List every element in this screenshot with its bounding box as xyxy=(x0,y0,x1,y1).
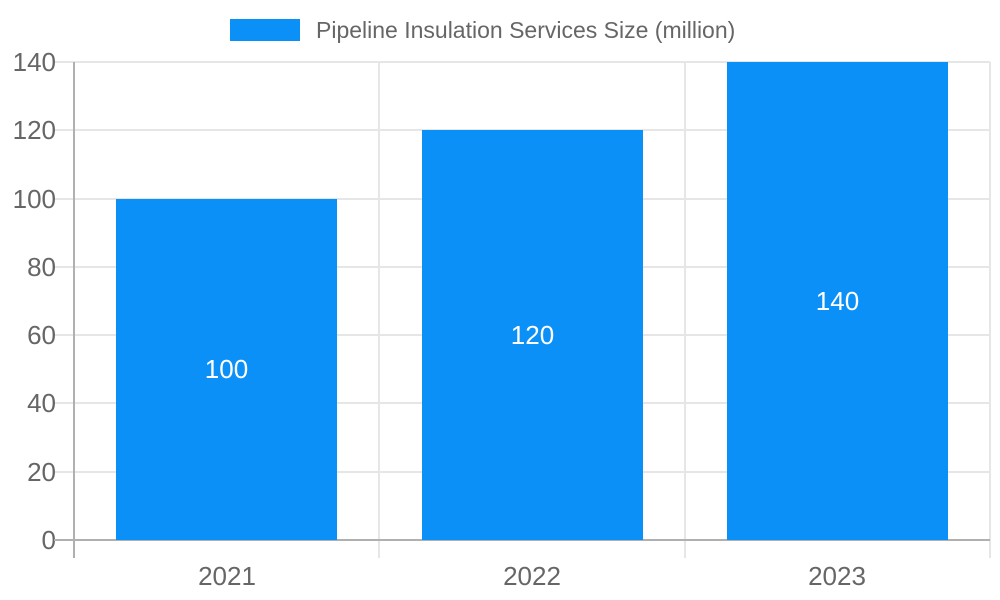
legend-item[interactable]: Pipeline Insulation Services Size (milli… xyxy=(230,16,735,44)
y-tick-label: 120 xyxy=(12,115,56,145)
bar[interactable] xyxy=(727,62,948,540)
category-gridline xyxy=(684,62,686,558)
x-tick-label: 2023 xyxy=(808,561,866,591)
bar-value-label: 100 xyxy=(204,354,249,384)
y-tick-label: 100 xyxy=(12,184,56,214)
bar-value-label: 120 xyxy=(510,320,555,350)
y-tick-label: 20 xyxy=(27,457,56,487)
legend-swatch xyxy=(230,19,300,41)
bar[interactable] xyxy=(422,130,643,540)
bar-value-label: 140 xyxy=(815,286,860,316)
y-tick-label: 140 xyxy=(12,47,56,77)
x-tick-label: 2022 xyxy=(503,561,561,591)
y-tick-label: 0 xyxy=(41,525,56,555)
bar[interactable] xyxy=(116,199,337,540)
legend-label: Pipeline Insulation Services Size (milli… xyxy=(316,17,736,43)
y-gridline xyxy=(54,61,990,63)
category-gridline xyxy=(989,62,991,558)
x-axis-line xyxy=(54,539,990,541)
y-tick-label: 60 xyxy=(27,320,56,350)
x-tick-label: 2021 xyxy=(198,561,256,591)
y-tick-label: 80 xyxy=(27,252,56,282)
category-gridline xyxy=(378,62,380,558)
y-tick-label: 40 xyxy=(27,388,56,418)
y-axis-line xyxy=(73,62,75,558)
